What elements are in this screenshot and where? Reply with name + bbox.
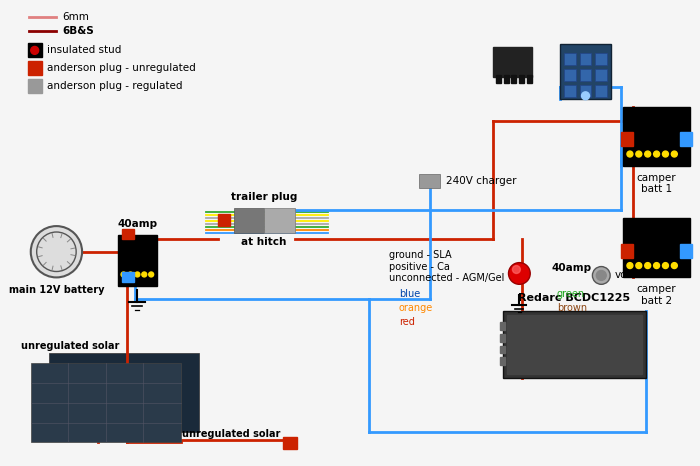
Circle shape — [148, 272, 153, 277]
Bar — [503, 311, 645, 378]
Text: 40amp: 40amp — [118, 219, 158, 229]
Circle shape — [636, 263, 642, 268]
Bar — [500, 357, 505, 365]
Circle shape — [654, 151, 659, 157]
Bar — [218, 214, 230, 226]
Bar — [580, 85, 592, 97]
Circle shape — [654, 263, 659, 268]
Bar — [564, 69, 575, 81]
Circle shape — [627, 263, 633, 268]
Text: at hitch: at hitch — [241, 237, 286, 247]
Text: camper
batt 1: camper batt 1 — [637, 173, 676, 194]
Bar — [680, 244, 692, 258]
Text: unregulated solar: unregulated solar — [182, 429, 280, 439]
Bar — [621, 244, 633, 258]
Bar — [623, 218, 690, 277]
Text: brown: brown — [557, 303, 587, 313]
Bar — [503, 75, 508, 83]
Text: unconnected - AGM/Gel: unconnected - AGM/Gel — [389, 274, 505, 283]
Bar — [560, 44, 611, 99]
Bar — [596, 53, 607, 65]
Bar — [519, 75, 524, 83]
Bar — [500, 334, 505, 342]
Circle shape — [128, 272, 133, 277]
Text: Redarc BCDC1225: Redarc BCDC1225 — [517, 293, 630, 303]
Bar — [31, 363, 181, 442]
Circle shape — [645, 151, 650, 157]
Circle shape — [512, 266, 520, 274]
Bar — [122, 229, 134, 239]
Text: insulated stud: insulated stud — [46, 45, 121, 55]
Bar — [500, 322, 505, 330]
Bar — [680, 132, 692, 146]
Bar — [596, 69, 607, 81]
Circle shape — [662, 263, 668, 268]
Text: orange: orange — [399, 303, 433, 313]
Text: main 12V battery: main 12V battery — [8, 285, 104, 295]
Bar — [621, 132, 633, 146]
Circle shape — [582, 92, 589, 100]
Bar — [564, 85, 575, 97]
Circle shape — [508, 263, 530, 284]
Text: ground - SLA: ground - SLA — [389, 250, 452, 260]
Bar — [500, 345, 505, 353]
Circle shape — [596, 270, 606, 281]
Bar — [527, 75, 532, 83]
Text: voltmeter: voltmeter — [615, 270, 666, 281]
Text: 240V charger: 240V charger — [447, 176, 517, 185]
Text: trailer plug: trailer plug — [230, 192, 297, 202]
Circle shape — [671, 263, 678, 268]
Bar — [118, 235, 157, 286]
Bar — [596, 85, 607, 97]
Circle shape — [135, 272, 140, 277]
Text: 40amp: 40amp — [552, 263, 592, 274]
Circle shape — [142, 272, 147, 277]
Circle shape — [645, 263, 650, 268]
Circle shape — [592, 267, 610, 284]
Text: blue: blue — [399, 289, 420, 299]
Bar — [264, 208, 295, 233]
Bar — [580, 53, 592, 65]
Text: green: green — [557, 289, 585, 299]
Bar — [28, 79, 41, 93]
Bar — [623, 107, 690, 166]
Circle shape — [627, 151, 633, 157]
Text: 6mm: 6mm — [62, 12, 89, 22]
Text: red: red — [399, 317, 415, 327]
Bar — [564, 53, 575, 65]
Bar — [234, 208, 264, 233]
Bar — [419, 174, 440, 188]
Text: unregulated solar: unregulated solar — [21, 342, 120, 351]
Text: 6B&S: 6B&S — [62, 26, 94, 35]
Circle shape — [31, 47, 38, 55]
Text: positive - Ca: positive - Ca — [389, 261, 450, 272]
Bar — [28, 61, 41, 75]
Bar — [496, 75, 500, 83]
Text: anderson plug - regulated: anderson plug - regulated — [46, 81, 182, 91]
Bar — [48, 353, 199, 432]
Bar — [284, 437, 298, 449]
Bar — [580, 69, 592, 81]
Text: anderson plug - unregulated: anderson plug - unregulated — [46, 63, 195, 73]
Circle shape — [31, 226, 82, 277]
Bar — [512, 75, 517, 83]
Circle shape — [121, 272, 126, 277]
Circle shape — [662, 151, 668, 157]
Bar — [493, 48, 532, 77]
Text: black: black — [557, 317, 583, 327]
Text: camper
batt 2: camper batt 2 — [637, 284, 676, 306]
Circle shape — [671, 151, 678, 157]
Circle shape — [636, 151, 642, 157]
Bar — [122, 273, 134, 282]
Bar — [507, 315, 642, 374]
Bar — [28, 43, 41, 57]
